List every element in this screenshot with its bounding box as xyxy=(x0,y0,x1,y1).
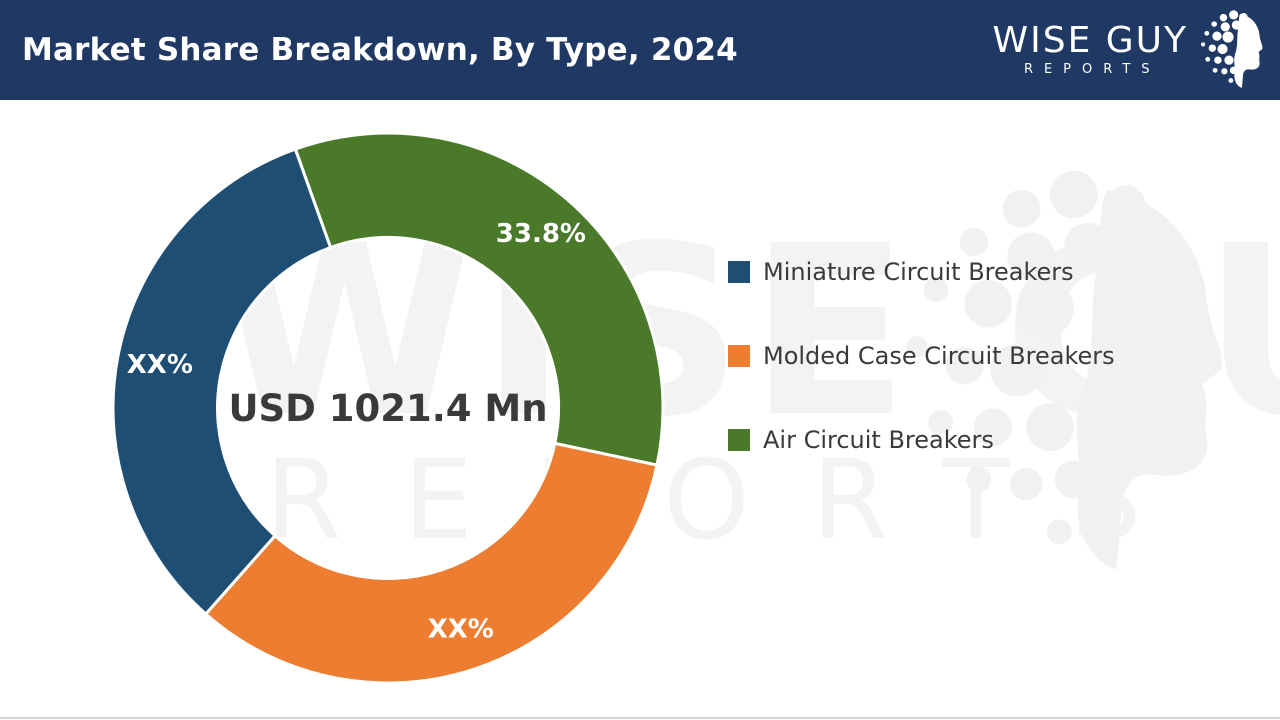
logo-subtitle: REPORTS xyxy=(1023,62,1161,77)
legend-label: Molded Case Circuit Breakers xyxy=(763,342,1115,370)
legend-item-1: Molded Case Circuit Breakers xyxy=(728,342,1115,370)
segment-value-label: XX% xyxy=(127,350,193,380)
donut-center-label: USD 1021.4 Mn xyxy=(228,387,547,430)
legend-swatch xyxy=(728,429,750,451)
segment-value-label: XX% xyxy=(428,615,494,645)
chart-area: WISE GUY REPORTS 33.8%XX%XX%USD 1021.4 M… xyxy=(0,100,1280,717)
donut-chart: 33.8% XX% XX% USD 1021.4 Mn xyxy=(111,131,665,685)
header-bar: Market Share Breakdown, By Type, 2024 WI… xyxy=(0,0,1280,100)
bottom-divider xyxy=(0,717,1280,720)
donut-segment-1 xyxy=(203,441,659,685)
logo-face-icon xyxy=(1201,10,1263,88)
legend-item-2: Air Circuit Breakers xyxy=(728,426,1115,454)
donut-segment-2 xyxy=(111,147,333,617)
logo-wordmark: WISE GUY xyxy=(992,20,1188,61)
donut-segment-0 xyxy=(293,131,665,467)
legend-label: Air Circuit Breakers xyxy=(763,426,994,454)
legend-swatch xyxy=(728,261,750,283)
brand-logo: WISE GUY REPORTS xyxy=(993,8,1267,92)
legend-item-0: Miniature Circuit Breakers xyxy=(728,258,1115,286)
segment-value-label: 33.8% xyxy=(496,219,586,249)
legend-swatch xyxy=(728,345,750,367)
page-title: Market Share Breakdown, By Type, 2024 xyxy=(22,32,738,68)
chart-legend: Miniature Circuit Breakers Molded Case Ci… xyxy=(728,258,1115,510)
legend-label: Miniature Circuit Breakers xyxy=(763,258,1074,286)
